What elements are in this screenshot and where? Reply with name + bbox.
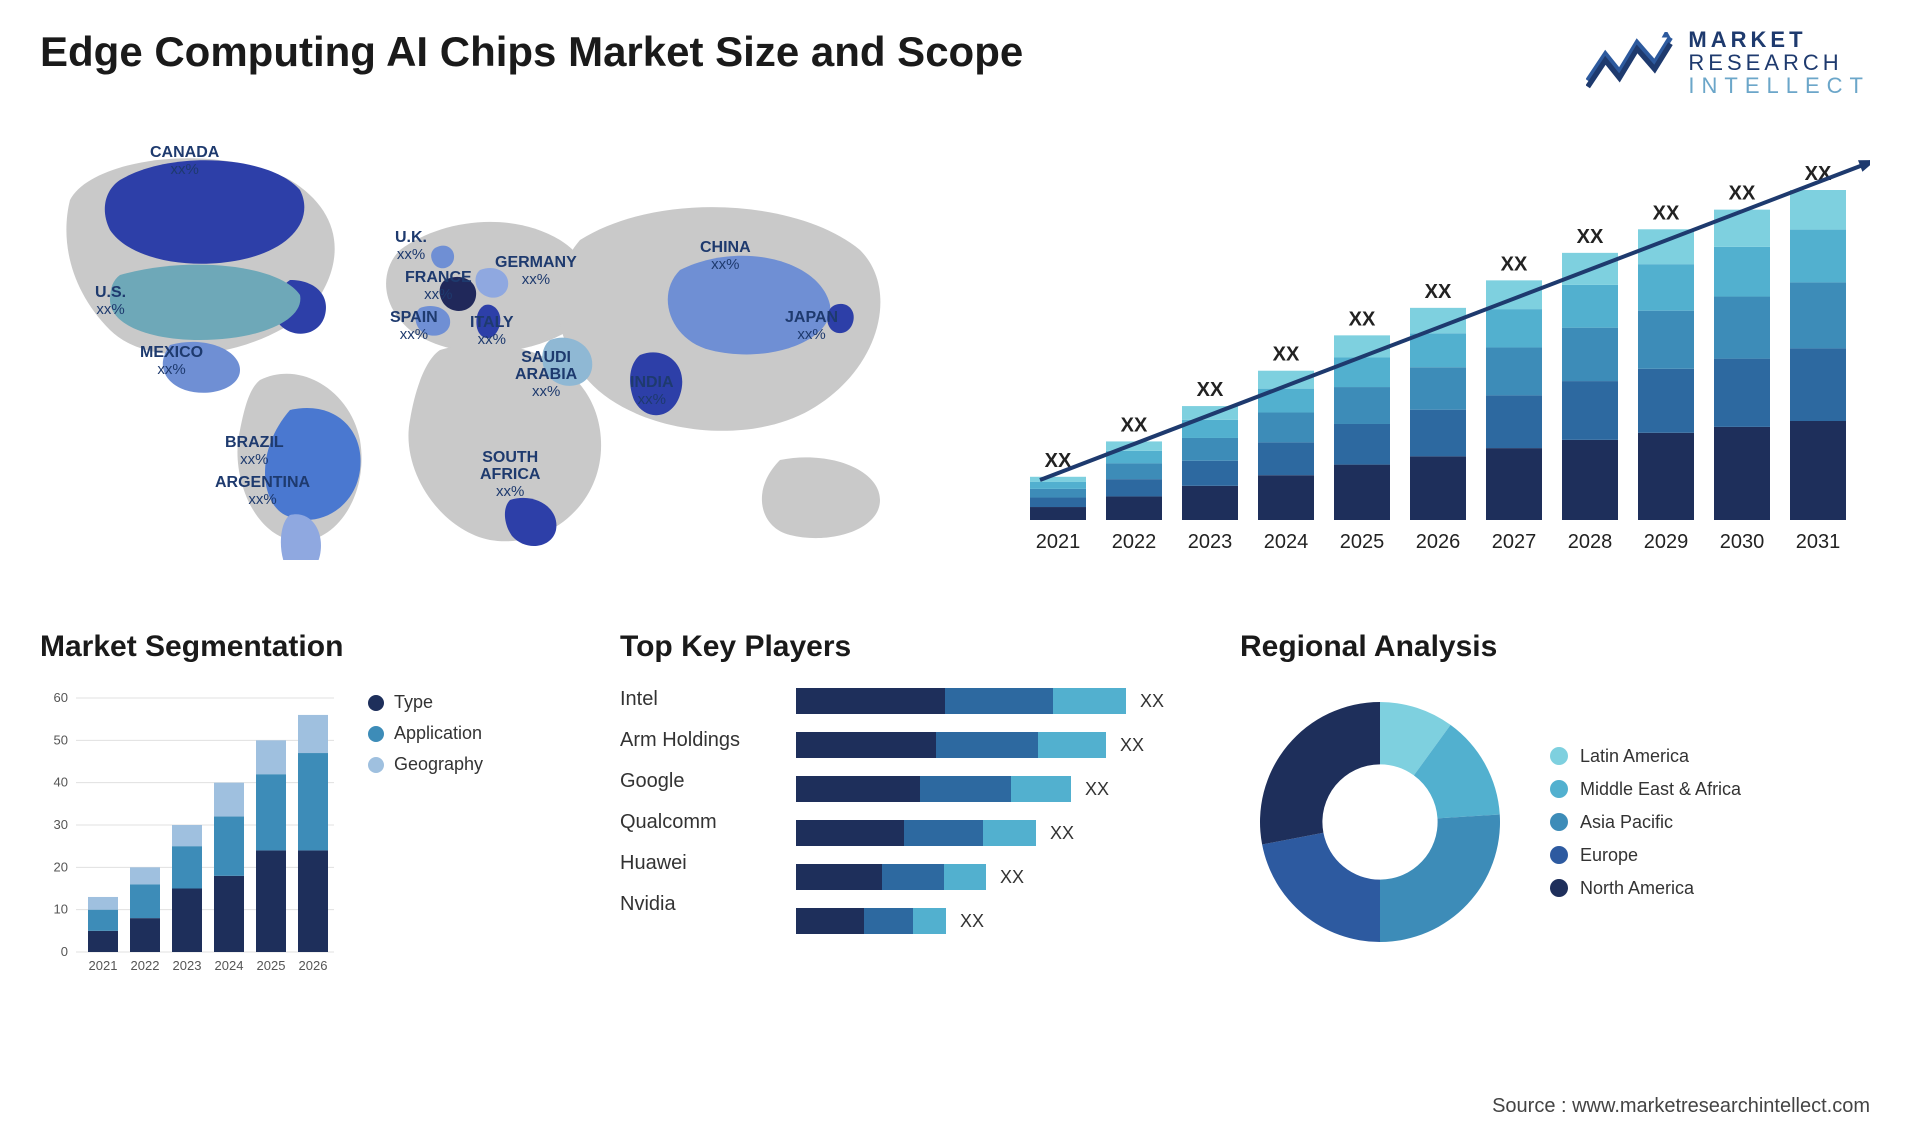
svg-text:60: 60 — [54, 690, 68, 705]
svg-text:2023: 2023 — [173, 958, 202, 973]
region-legend-europe: Europe — [1550, 845, 1741, 866]
map-label-saudiarabia: SAUDIARABIAxx% — [515, 350, 577, 400]
hero-growth-chart: XX 2021 XX 2022 XX 2023 XX 2024 XX 2025 XX 2026 XX 20… — [990, 130, 1870, 560]
svg-text:2021: 2021 — [1036, 531, 1081, 553]
svg-text:XX: XX — [1349, 308, 1376, 330]
player-name-huawei: Huawei — [620, 852, 770, 875]
page-title: Edge Computing AI Chips Market Size and … — [40, 28, 1023, 76]
svg-text:2028: 2028 — [1568, 531, 1613, 553]
svg-text:10: 10 — [54, 902, 68, 917]
region-legend-middle-east-africa: Middle East & Africa — [1550, 779, 1741, 800]
segmentation-legend: Type Application Geography — [368, 682, 483, 785]
svg-text:20: 20 — [54, 859, 68, 874]
legend-dot-icon — [368, 726, 384, 742]
svg-text:40: 40 — [54, 775, 68, 790]
map-label-japan: JAPANxx% — [785, 310, 838, 344]
svg-text:2030: 2030 — [1720, 531, 1765, 553]
player-bar-nvidia: XX — [796, 908, 1180, 934]
key-players-panel: Top Key Players Intel Arm Holdings Google Q… — [620, 630, 1180, 982]
region-legend-north-america: North America — [1550, 878, 1741, 899]
svg-text:30: 30 — [54, 817, 68, 832]
player-name-intel: Intel — [620, 688, 770, 711]
regional-panel: Regional Analysis Latin America Middle Ea… — [1240, 630, 1870, 982]
map-label-uk: U.K.xx% — [395, 230, 427, 264]
svg-text:XX: XX — [1273, 344, 1300, 366]
svg-text:2031: 2031 — [1796, 531, 1841, 553]
brand-logo: MARKET RESEARCH INTELLECT — [1586, 28, 1870, 97]
svg-text:2021: 2021 — [89, 958, 118, 973]
player-bar-google: XX — [796, 776, 1180, 802]
regional-legend: Latin America Middle East & Africa Asia Pa… — [1550, 734, 1741, 911]
world-map-panel: CANADAxx% U.S.xx% MEXICOxx% BRAZILxx% ARGENT… — [40, 130, 920, 560]
logo-mark-icon — [1586, 32, 1674, 94]
legend-dot-icon — [1550, 879, 1568, 897]
map-label-spain: SPAINxx% — [390, 310, 438, 344]
player-name-arm-holdings: Arm Holdings — [620, 729, 770, 752]
legend-dot-icon — [1550, 813, 1568, 831]
key-players-bars: XX XX XX XX XX XX — [796, 688, 1180, 934]
map-label-us: U.S.xx% — [95, 285, 126, 319]
map-label-india: INDIAxx% — [630, 375, 674, 409]
svg-text:2027: 2027 — [1492, 531, 1537, 553]
region-legend-latin-america: Latin America — [1550, 746, 1741, 767]
svg-text:XX: XX — [1577, 226, 1604, 248]
svg-text:XX: XX — [1425, 281, 1452, 303]
map-label-mexico: MEXICOxx% — [140, 345, 203, 379]
player-bar-qualcomm: XX — [796, 820, 1180, 846]
svg-text:XX: XX — [1501, 253, 1528, 275]
logo-line1: MARKET — [1688, 28, 1870, 51]
svg-text:2029: 2029 — [1644, 531, 1689, 553]
map-label-china: CHINAxx% — [700, 240, 751, 274]
svg-text:2026: 2026 — [1416, 531, 1461, 553]
map-label-france: FRANCExx% — [405, 270, 472, 304]
map-label-canada: CANADAxx% — [150, 145, 219, 179]
region-legend-asia-pacific: Asia Pacific — [1550, 812, 1741, 833]
logo-text: MARKET RESEARCH INTELLECT — [1688, 28, 1870, 97]
svg-text:50: 50 — [54, 732, 68, 747]
source-text: Source : www.marketresearchintellect.com — [1492, 1095, 1870, 1118]
svg-text:XX: XX — [1197, 379, 1224, 401]
player-bar-arm-holdings: XX — [796, 732, 1180, 758]
seg-legend-application: Application — [368, 723, 483, 744]
svg-text:2022: 2022 — [131, 958, 160, 973]
logo-line2: RESEARCH — [1688, 51, 1870, 74]
segmentation-chart: 0 10 20 30 40 50 60 2021 2022 2023 2024 2025 2026 — [40, 682, 340, 982]
map-label-italy: ITALYxx% — [470, 315, 514, 349]
legend-dot-icon — [368, 695, 384, 711]
svg-text:2024: 2024 — [215, 958, 244, 973]
key-players-names: Intel Arm Holdings Google Qualcomm Huawei Nvi… — [620, 688, 770, 934]
seg-legend-type: Type — [368, 692, 483, 713]
svg-text:XX: XX — [1729, 183, 1756, 205]
segmentation-title: Market Segmentation — [40, 630, 560, 664]
svg-text:2025: 2025 — [1340, 531, 1385, 553]
svg-text:XX: XX — [1121, 414, 1148, 436]
player-bar-huawei: XX — [796, 864, 1180, 890]
map-label-argentina: ARGENTINAxx% — [215, 475, 310, 509]
regional-title: Regional Analysis — [1240, 630, 1870, 664]
logo-line3: INTELLECT — [1688, 74, 1870, 97]
legend-dot-icon — [1550, 846, 1568, 864]
legend-dot-icon — [1550, 780, 1568, 798]
svg-text:2024: 2024 — [1264, 531, 1309, 553]
map-label-southafrica: SOUTHAFRICAxx% — [480, 450, 540, 500]
player-name-qualcomm: Qualcomm — [620, 811, 770, 834]
svg-text:2022: 2022 — [1112, 531, 1157, 553]
player-bar-intel: XX — [796, 688, 1180, 714]
legend-dot-icon — [368, 757, 384, 773]
svg-text:2023: 2023 — [1188, 531, 1233, 553]
regional-donut — [1240, 682, 1520, 962]
legend-dot-icon — [1550, 747, 1568, 765]
seg-legend-geography: Geography — [368, 754, 483, 775]
svg-text:0: 0 — [61, 944, 68, 959]
player-name-nvidia: Nvidia — [620, 893, 770, 916]
svg-text:2026: 2026 — [299, 958, 328, 973]
svg-text:2025: 2025 — [257, 958, 286, 973]
map-label-germany: GERMANYxx% — [495, 255, 577, 289]
player-name-google: Google — [620, 770, 770, 793]
svg-text:XX: XX — [1653, 202, 1680, 224]
key-players-title: Top Key Players — [620, 630, 1180, 664]
segmentation-panel: Market Segmentation 0 10 20 30 40 50 60 2021 202… — [40, 630, 560, 982]
map-label-brazil: BRAZILxx% — [225, 435, 284, 469]
